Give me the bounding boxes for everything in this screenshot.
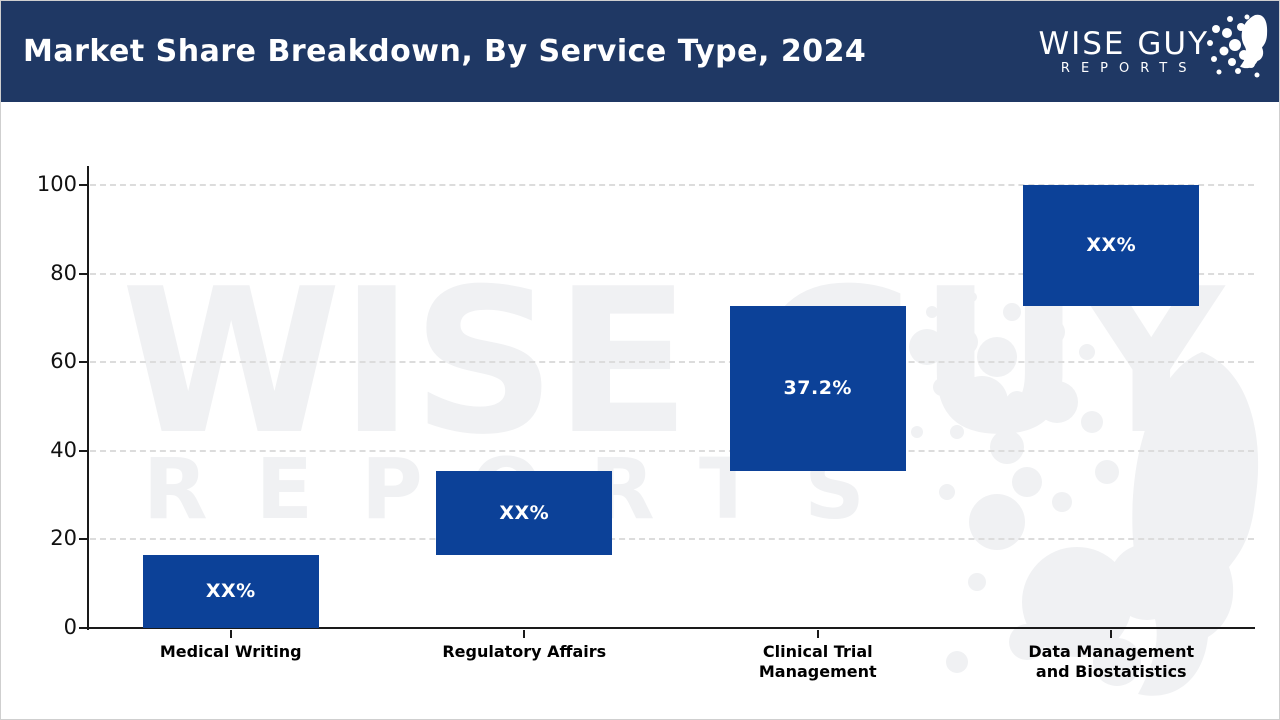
bar-value-label: XX% — [499, 501, 550, 524]
y-tick-mark — [79, 627, 87, 629]
x-category-label-line: and Biostatistics — [1035, 662, 1187, 681]
header-bar: Market Share Breakdown, By Service Type,… — [1, 1, 1279, 102]
y-tick-label: 20 — [50, 526, 77, 551]
y-tick-mark — [79, 184, 87, 186]
bar-segment: 37.2% — [729, 305, 906, 471]
y-tick-label: 100 — [36, 172, 77, 196]
x-category-label-line: Medical Writing — [159, 642, 302, 661]
bar-segment: XX% — [436, 470, 613, 555]
y-tick-mark — [79, 272, 87, 275]
chart-title: Market Share Breakdown, By Service Type,… — [23, 34, 867, 69]
x-category-label: Regulatory Affairs — [374, 642, 674, 662]
y-tick-mark — [79, 538, 87, 541]
bar-segment: XX% — [142, 554, 319, 628]
wiseguy-logo: WISE GUY REPORTS — [1038, 1, 1269, 102]
x-category-label-line: Regulatory Affairs — [442, 642, 607, 661]
y-tick-mark — [79, 361, 87, 364]
logo-face-icon — [1207, 14, 1268, 77]
plot-area: WISE GUY REPORTS 020406080100XX%Medical … — [1, 102, 1279, 719]
gridline — [90, 272, 1254, 275]
x-category-label-line: Management — [758, 662, 877, 681]
y-tick-label: 40 — [50, 437, 77, 462]
logo-text: WISE GUY REPORTS — [1038, 27, 1209, 77]
bar-value-label: 37.2% — [783, 377, 852, 400]
logo-wordmark: WISE GUY — [1038, 25, 1209, 62]
bar-value-label: XX% — [205, 580, 256, 603]
x-category-label-line: Clinical Trial — [762, 642, 873, 661]
x-axis-line — [87, 627, 1255, 629]
y-tick-label: 0 — [63, 615, 77, 639]
y-tick-mark — [79, 449, 87, 452]
watermark-head-pattern — [909, 292, 1259, 696]
x-tick-mark — [229, 630, 232, 638]
gridline — [90, 449, 1254, 452]
x-category-label: Clinical Trial Management — [668, 642, 968, 682]
x-category-label: Data Management and Biostatistics — [961, 642, 1261, 682]
x-tick-mark — [1110, 630, 1113, 638]
y-tick-label: 80 — [50, 260, 77, 285]
x-tick-mark — [523, 630, 526, 638]
x-category-label: Medical Writing — [81, 642, 381, 662]
bar-value-label: XX% — [1086, 234, 1137, 257]
bar-segment: XX% — [1023, 185, 1200, 306]
gridline — [90, 361, 1254, 364]
gridline — [90, 538, 1254, 541]
y-tick-label: 60 — [50, 349, 77, 374]
y-axis-line — [87, 166, 89, 630]
x-category-label-line: Data Management — [1028, 642, 1195, 661]
x-tick-mark — [816, 630, 819, 638]
logo-subtitle: REPORTS — [1060, 60, 1198, 76]
gridline — [90, 184, 1254, 186]
